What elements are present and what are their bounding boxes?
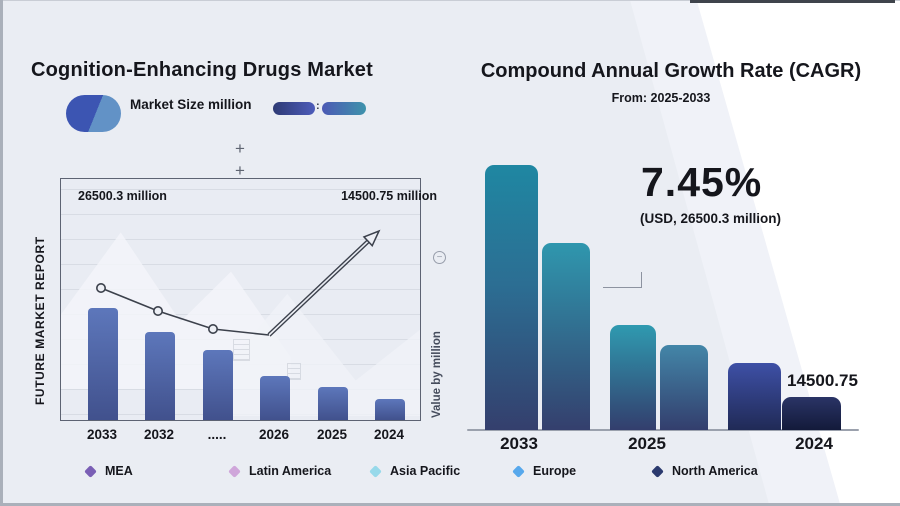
- capsule-pill-icon: [66, 95, 121, 132]
- step-line-decoration: [603, 272, 642, 288]
- bar-2026: [260, 376, 290, 420]
- frame-bottom-line: [0, 503, 900, 506]
- legend-item-north-america: North America: [651, 464, 758, 478]
- cagr-bar-2025-b: [660, 345, 708, 430]
- legend-label: North America: [672, 464, 758, 478]
- market-size-chart: 26500.3 million 14500.75 million: [60, 178, 437, 421]
- left-x-axis: 2033 2032 ..... 2026 2025 2024: [60, 427, 421, 447]
- x-label: 2033: [500, 434, 538, 453]
- cagr-value: 7.45%: [641, 159, 763, 205]
- x-label: 2024: [795, 434, 833, 453]
- cagr-baseline: [467, 429, 859, 431]
- legend-label: Asia Pacific: [390, 464, 461, 478]
- plus-icon: +: [235, 161, 245, 180]
- frame-left-line: [0, 0, 3, 506]
- frame-top-dark-segment: [690, 0, 895, 3]
- x-label: 2025: [628, 434, 666, 453]
- legend-label: Europe: [533, 464, 577, 478]
- ratio-separator: :: [316, 100, 320, 112]
- x-label: .....: [207, 427, 227, 442]
- plus-icon: +: [235, 139, 245, 158]
- ghost-table-icon: [287, 363, 301, 380]
- bar-2024: [375, 399, 405, 420]
- bar-2032: [145, 332, 175, 420]
- legend-item-mea: MEA: [84, 464, 133, 478]
- legend-item-latin-america: Latin America: [228, 464, 332, 478]
- x-label: 2024: [373, 427, 405, 442]
- diamond-icon: [369, 464, 382, 478]
- callout-end-value: 14500.75 million: [341, 189, 437, 203]
- small-pill-icon-right: [322, 102, 366, 115]
- minus-circle-icon: −: [433, 251, 446, 264]
- legend-label: MEA: [105, 464, 133, 478]
- bar-dots: [203, 350, 233, 420]
- x-label: 2026: [258, 427, 290, 442]
- diamond-icon: [228, 464, 241, 478]
- diamond-icon: [651, 464, 664, 478]
- market-size-label: Market Size million: [130, 97, 252, 112]
- bar-2025: [318, 387, 348, 420]
- ghost-table-icon: [233, 339, 250, 361]
- cagr-detail: (USD, 26500.3 million): [640, 211, 782, 226]
- bar-2033: [88, 308, 118, 420]
- frame-top-line: [0, 0, 900, 1]
- x-label: 2032: [143, 427, 175, 442]
- diamond-icon: [84, 464, 97, 478]
- x-label: 2025: [316, 427, 348, 442]
- left-panel-title: Cognition-Enhancing Drugs Market: [31, 59, 373, 81]
- diamond-icon: [512, 464, 525, 478]
- legend-item-europe: Europe: [512, 464, 577, 478]
- value-by-million-label: Value by million: [431, 331, 443, 418]
- trend-arrow-svg: [95, 229, 381, 337]
- legend-item-asia-pacific: Asia Pacific: [369, 464, 461, 478]
- cagr-bar-2024-b: [782, 397, 841, 430]
- x-label: 2033: [86, 427, 118, 442]
- cagr-bar-2025-a: [610, 325, 656, 430]
- callout-start-value: 26500.3 million: [78, 189, 167, 203]
- small-pill-icon-left: [273, 102, 315, 115]
- future-market-report-label: FUTURE MARKET REPORT: [33, 236, 47, 405]
- cagr-bar-2033-b: [542, 243, 590, 430]
- legend-label: Latin America: [249, 464, 332, 478]
- cagr-bar-2033-a: [485, 165, 538, 430]
- cagr-bar-2024-a: [728, 363, 781, 430]
- right-panel-title: Compound Annual Growth Rate (CAGR): [480, 60, 862, 82]
- right-panel-subtitle: From: 2025-2033: [611, 91, 711, 105]
- end-value-label: 14500.75: [787, 371, 858, 390]
